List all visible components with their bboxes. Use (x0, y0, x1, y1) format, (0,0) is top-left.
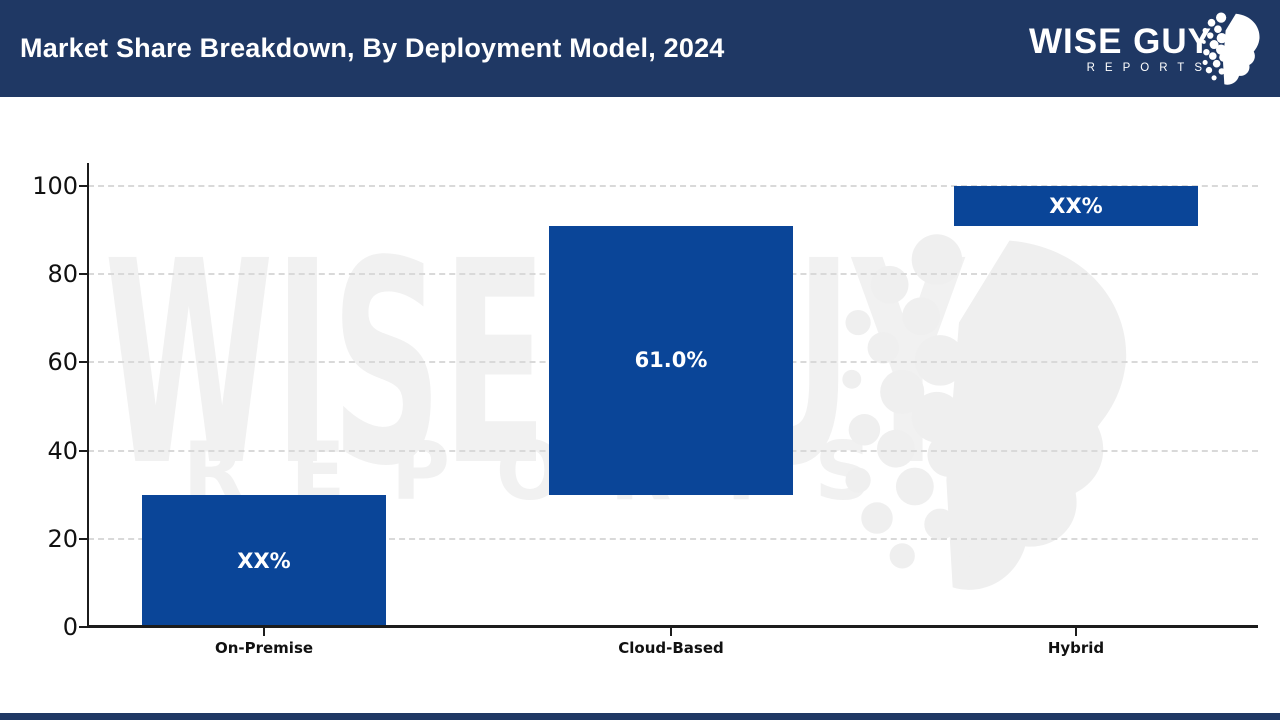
dotted-head-profile-icon (1201, 12, 1260, 85)
chart-title: Market Share Breakdown, By Deployment Mo… (20, 33, 725, 63)
footer-bar (0, 713, 1280, 720)
watermark-face-shapes (842, 234, 1127, 590)
x-axis-tick-on-premise (263, 628, 265, 636)
x-axis-tick-cloud-based (670, 628, 672, 636)
y-axis-tick-label: 100 (32, 172, 78, 200)
y-axis-tick-0 (79, 626, 88, 628)
x-axis-tick-hybrid (1075, 628, 1077, 636)
brand-subtitle: REPORTS (1086, 61, 1212, 74)
gridline-100 (88, 185, 1258, 187)
bar-hybrid: XX% (954, 186, 1198, 226)
header-bar: Market Share Breakdown, By Deployment Mo… (0, 0, 1280, 97)
gridline-20 (88, 537, 1258, 540)
x-axis-spine (88, 625, 1258, 628)
bar-value-label-cloud-based: 61.0% (634, 348, 708, 373)
brand-logo: WISE GUY REPORTS (1029, 11, 1264, 87)
y-axis-tick-label: 40 (47, 436, 78, 465)
bar-on-premise: XX% (142, 494, 386, 627)
y-axis-tick-label: 80 (47, 260, 78, 289)
y-axis-tick-label: 60 (47, 348, 78, 377)
watermark-brand-text: WISE GUY (104, 202, 964, 528)
y-axis-tick-60 (79, 361, 88, 364)
bar-value-label-on-premise: XX% (237, 548, 291, 573)
brand-logo-text: WISE GUY REPORTS (1029, 24, 1212, 74)
y-axis-spine (87, 163, 89, 628)
y-axis-tick-label: 0 (62, 613, 78, 641)
y-axis-tick-label: 20 (47, 524, 78, 553)
dotted-head-profile-watermark (842, 234, 1127, 590)
x-axis-category-label-cloud-based: Cloud-Based (618, 639, 724, 657)
y-axis-tick-80 (79, 273, 88, 276)
bar-cloud-based: 61.0% (549, 225, 793, 495)
x-axis-category-label-on-premise: On-Premise (214, 639, 314, 657)
brand-name: WISE GUY (1028, 21, 1212, 61)
y-axis-tick-40 (79, 449, 88, 452)
x-axis-category-label-hybrid: Hybrid (1047, 639, 1105, 657)
y-axis-tick-20 (79, 537, 88, 540)
bar-value-label-hybrid: XX% (1049, 193, 1103, 218)
y-axis-tick-100 (79, 185, 88, 187)
